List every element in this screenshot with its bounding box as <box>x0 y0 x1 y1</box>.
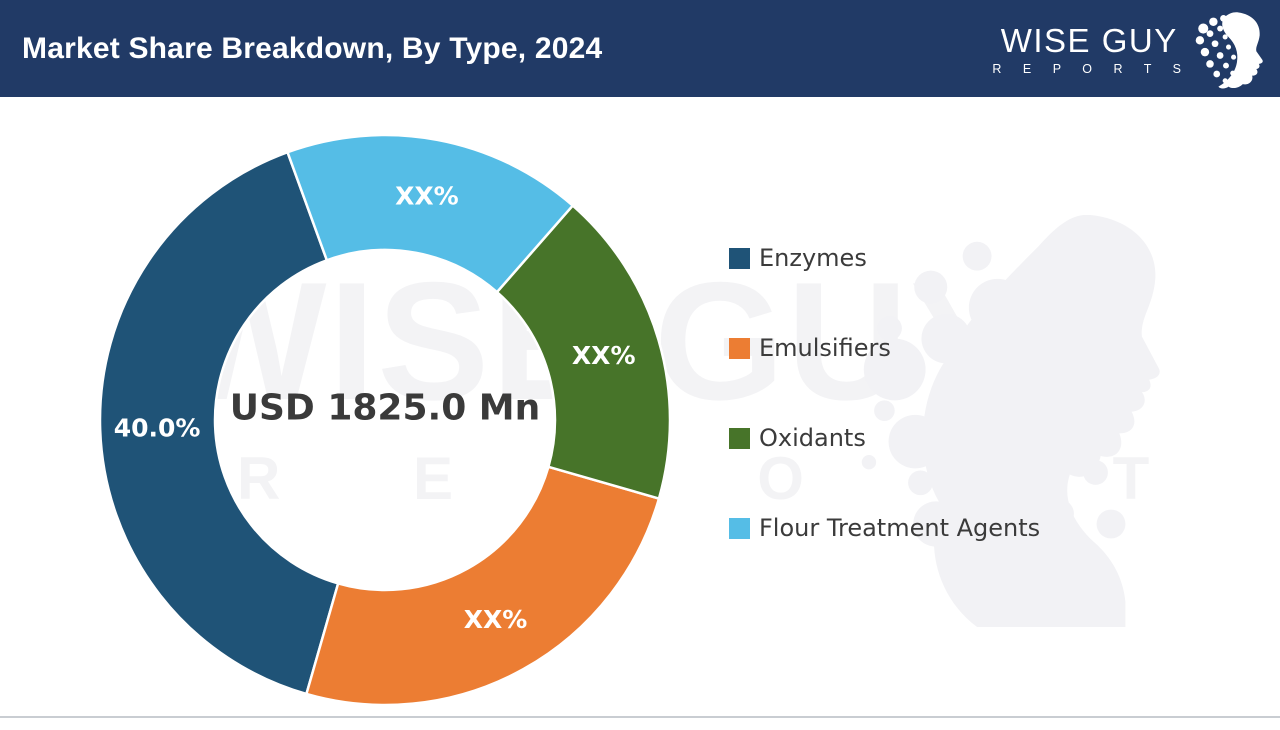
header: Market Share Breakdown, By Type, 2024 WI… <box>0 0 1280 97</box>
legend-item-enzymes: Enzymes <box>729 244 1040 272</box>
donut-slice-oxidants <box>495 204 672 500</box>
legend-item-flour-treatment-agents: Flour Treatment Agents <box>729 514 1041 542</box>
page-title: Market Share Breakdown, By Type, 2024 <box>22 31 603 65</box>
slice-label-oxidants: XX% <box>572 341 636 370</box>
donut-center-label: USD 1825.0 Mn <box>230 388 540 429</box>
donut-slice-flour-treatment-agents <box>286 133 574 294</box>
legend-label-flour-treatment-agents: Flour Treatment Agents <box>759 514 1041 542</box>
legend-swatch-enzymes <box>729 247 750 269</box>
logo-head-icon <box>1195 11 1263 89</box>
logo-text: WISE GUY R E P O R T S <box>988 24 1190 76</box>
logo-subtitle: R E P O R T S <box>992 61 1190 76</box>
donut-slice-emulsifiers <box>305 465 661 707</box>
legend-label-emulsifiers: Emulsifiers <box>759 334 891 362</box>
slice-label-emulsifiers: XX% <box>464 605 528 634</box>
donut-slices <box>98 133 672 707</box>
bottom-divider <box>0 716 1280 718</box>
legend-label-oxidants: Oxidants <box>759 424 866 452</box>
legend-swatch-flour-treatment-agents <box>729 517 750 539</box>
donut-slice-labels: 40.0% XX% XX% XX% <box>114 181 636 634</box>
legend: Enzymes Emulsifiers Oxidants Flour Treat… <box>729 244 1041 607</box>
watermark-head-icon <box>861 215 1160 627</box>
legend-item-oxidants: Oxidants <box>729 424 1040 452</box>
legend-swatch-oxidants <box>729 427 750 449</box>
logo-wordmark: WISE GUY <box>1000 21 1178 59</box>
donut-chart: 40.0% XX% XX% XX% USD 1825.0 Mn <box>98 133 672 707</box>
legend-item-emulsifiers: Emulsifiers <box>729 334 1040 362</box>
donut-slice-enzymes <box>98 150 340 696</box>
legend-swatch-emulsifiers <box>729 337 750 359</box>
slice-label-enzymes: 40.0% <box>114 414 201 443</box>
legend-label-enzymes: Enzymes <box>759 244 867 272</box>
wiseguy-logo: WISE GUY R E P O R T S <box>988 10 1266 90</box>
slice-label-flour-treatment-agents: XX% <box>395 181 459 210</box>
chart-area: WISE GUY R E P O R T S 40.0% XX% XX% XX% <box>0 97 1280 716</box>
